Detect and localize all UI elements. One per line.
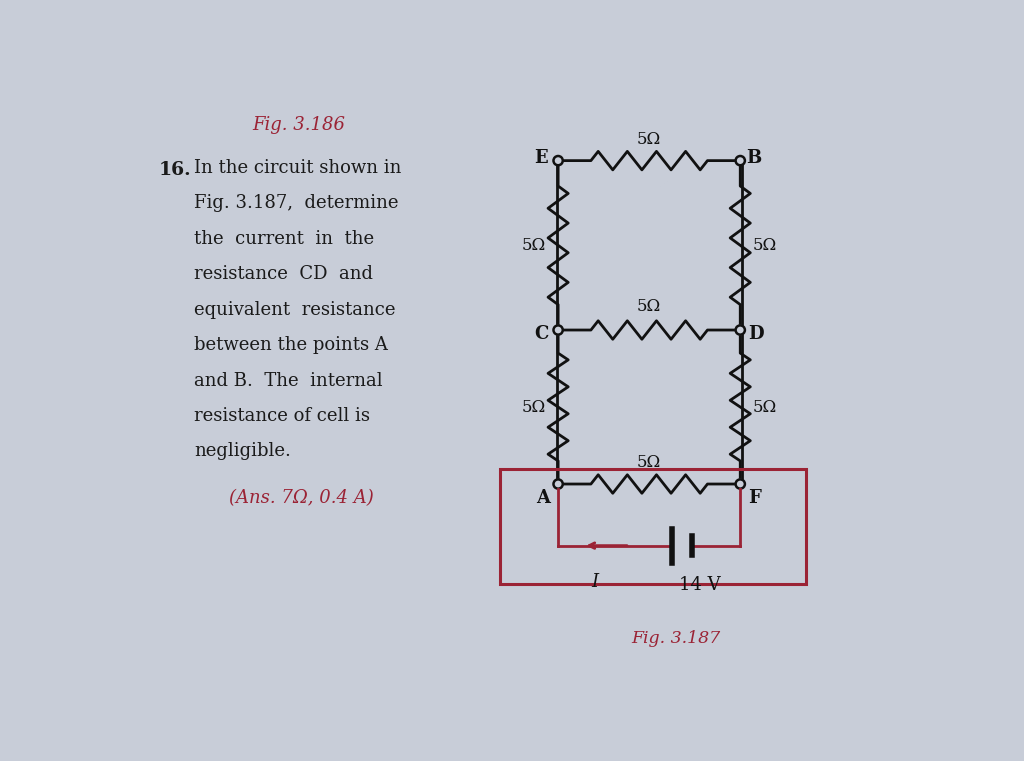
Circle shape <box>735 326 744 335</box>
Text: F: F <box>748 489 761 507</box>
Text: 5Ω: 5Ω <box>637 298 662 315</box>
Text: the  current  in  the: the current in the <box>194 230 374 248</box>
Text: Fig. 3.187: Fig. 3.187 <box>632 630 721 648</box>
Text: In the circuit shown in: In the circuit shown in <box>194 159 401 177</box>
Text: resistance  CD  and: resistance CD and <box>194 266 373 283</box>
Text: Fig. 3.186: Fig. 3.186 <box>252 116 345 134</box>
Text: B: B <box>746 149 762 167</box>
Circle shape <box>735 156 744 165</box>
Text: 5Ω: 5Ω <box>521 237 546 254</box>
Text: 5Ω: 5Ω <box>753 237 777 254</box>
Text: D: D <box>748 325 764 343</box>
Text: 5Ω: 5Ω <box>637 131 662 148</box>
Text: 5Ω: 5Ω <box>753 399 777 416</box>
Text: C: C <box>534 325 548 343</box>
Text: A: A <box>536 489 550 507</box>
Text: 5Ω: 5Ω <box>637 454 662 471</box>
Text: between the points A: between the points A <box>194 336 388 354</box>
Text: 16.: 16. <box>159 161 191 179</box>
Text: E: E <box>535 149 548 167</box>
Circle shape <box>554 326 563 335</box>
Text: Fig. 3.187,  determine: Fig. 3.187, determine <box>194 195 398 212</box>
Circle shape <box>554 479 563 489</box>
Text: resistance of cell is: resistance of cell is <box>194 407 370 425</box>
Text: 5Ω: 5Ω <box>521 399 546 416</box>
Text: negligible.: negligible. <box>194 442 291 460</box>
Circle shape <box>735 479 744 489</box>
Text: (Ans. 7Ω, 0.4 A): (Ans. 7Ω, 0.4 A) <box>228 489 374 508</box>
Text: equivalent  resistance: equivalent resistance <box>194 301 395 319</box>
Text: and B.  The  internal: and B. The internal <box>194 371 383 390</box>
Text: 14 V: 14 V <box>679 576 720 594</box>
Bar <box>500 469 806 584</box>
Text: I: I <box>592 572 598 591</box>
Circle shape <box>554 156 563 165</box>
